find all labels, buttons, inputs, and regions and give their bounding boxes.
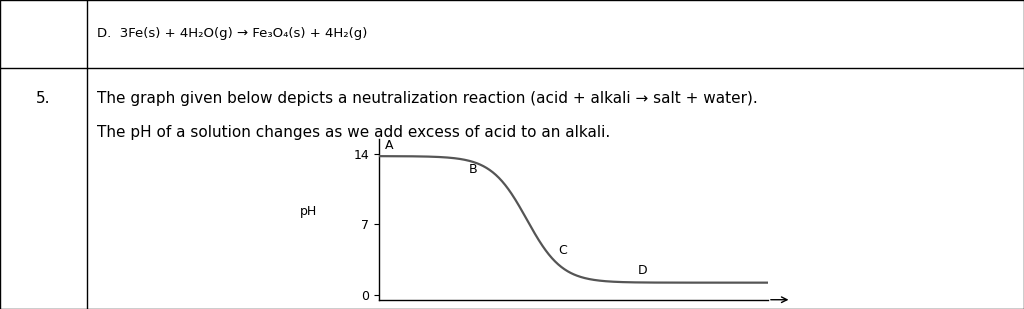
Text: 5.: 5. bbox=[36, 91, 51, 106]
Text: The graph given below depicts a neutralization reaction (acid + alkali → salt + : The graph given below depicts a neutrali… bbox=[97, 91, 758, 106]
Text: The pH of a solution changes as we add excess of acid to an alkali.: The pH of a solution changes as we add e… bbox=[97, 125, 610, 140]
Text: D: D bbox=[638, 264, 647, 277]
Text: C: C bbox=[558, 244, 566, 257]
Text: D.  3Fe(s) + 4H₂O(g) → Fe₃O₄(s) + 4H₂(g): D. 3Fe(s) + 4H₂O(g) → Fe₃O₄(s) + 4H₂(g) bbox=[97, 28, 368, 40]
Text: pH: pH bbox=[300, 205, 317, 218]
Text: A: A bbox=[385, 139, 393, 152]
Text: B: B bbox=[468, 163, 477, 176]
